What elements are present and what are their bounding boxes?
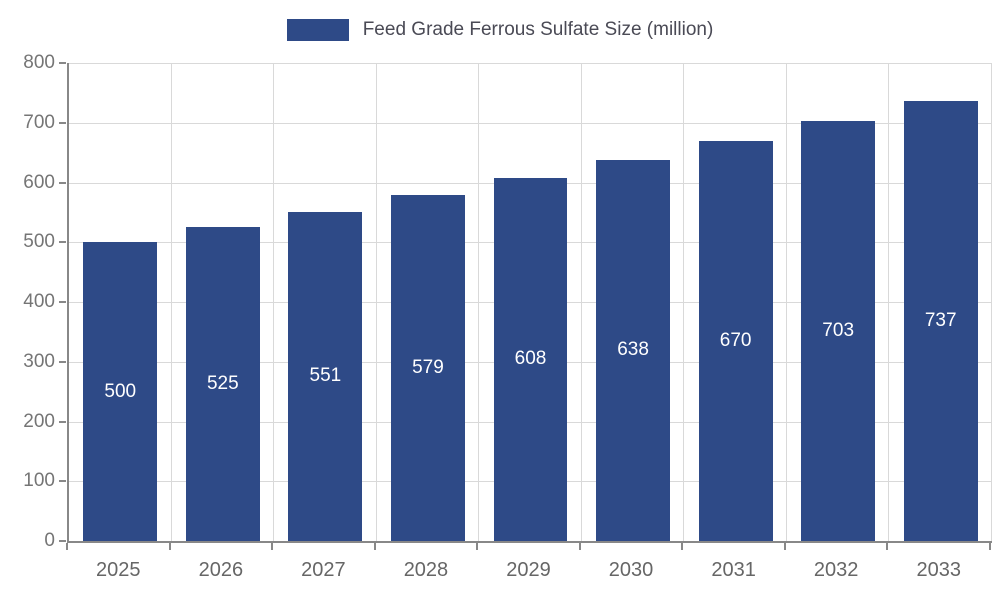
legend-label: Feed Grade Ferrous Sulfate Size (million… — [362, 19, 714, 40]
x-axis-tick-mark — [886, 543, 889, 550]
bar-2027 — [288, 211, 363, 541]
bar-value-label: 670 — [719, 329, 752, 351]
x-axis-tick-mark — [168, 543, 171, 550]
bar-2029 — [493, 177, 568, 541]
y-axis-tick-mark — [59, 62, 66, 64]
y-axis-tick-label: 600 — [23, 171, 55, 193]
x-axis-tick-mark — [271, 543, 274, 550]
x-axis-tick-mark — [783, 543, 786, 550]
x-axis-tick-mark — [476, 543, 479, 550]
bar-value-label: 638 — [617, 339, 649, 361]
horizontal-gridline — [69, 122, 992, 124]
y-axis-tick-mark — [59, 181, 66, 184]
bar-value-label: 525 — [206, 373, 239, 395]
bar-2033 — [903, 100, 978, 541]
y-axis-tick-mark — [59, 360, 66, 363]
bar-value-label: 737 — [924, 309, 957, 331]
bar-2030 — [596, 159, 670, 541]
x-axis-tick-label: 2026 — [198, 559, 244, 581]
x-axis-tick-label: 2033 — [916, 559, 961, 581]
bar-2025 — [83, 242, 158, 541]
vertical-gridline — [888, 63, 890, 541]
y-axis-tick-mark — [59, 540, 66, 542]
x-axis-tick-label: 2032 — [813, 559, 859, 581]
y-axis-tick-label: 100 — [23, 470, 55, 492]
y-axis-tick-mark — [59, 301, 66, 303]
x-axis-tick-label: 2029 — [506, 559, 551, 581]
x-axis-tick-mark — [578, 543, 581, 550]
y-axis-tick-label: 500 — [23, 231, 55, 253]
x-axis-tick-mark — [989, 543, 991, 550]
bar-value-label: 608 — [514, 348, 547, 370]
y-axis-tick-label: 400 — [23, 291, 55, 312]
bar-2032 — [801, 120, 876, 541]
bar-2028 — [391, 195, 465, 541]
y-axis-tick-label: 300 — [23, 350, 55, 372]
vertical-gridline — [170, 63, 172, 541]
y-axis-tick-label: 800 — [23, 52, 55, 73]
y-axis-tick-mark — [59, 480, 66, 483]
chart-legend: Feed Grade Ferrous Sulfate Size (million… — [0, 16, 1000, 44]
bar-2031 — [698, 140, 773, 541]
x-axis-tick-mark — [681, 543, 684, 550]
y-axis-tick-label: 700 — [23, 111, 55, 133]
vertical-gridline — [683, 63, 685, 541]
bar-value-label: 703 — [822, 319, 855, 341]
x-axis-tick-label: 2028 — [403, 559, 449, 581]
bar-2026 — [185, 227, 260, 541]
plot-area: 500 525 551 579 608 638 670 703 737 — [67, 63, 992, 543]
x-axis-tick-label: 2027 — [301, 559, 346, 581]
x-axis-tick-label: 2030 — [608, 559, 654, 581]
vertical-gridline — [375, 63, 377, 541]
x-axis-tick-label: 2031 — [711, 559, 756, 581]
horizontal-gridline — [69, 63, 992, 64]
vertical-gridline — [273, 63, 275, 541]
y-axis-tick-mark — [59, 241, 66, 244]
y-axis-tick-label: 200 — [23, 410, 55, 432]
bar-value-label: 579 — [412, 357, 444, 379]
legend-swatch — [286, 19, 349, 41]
vertical-gridline — [991, 63, 992, 541]
bar-value-label: 551 — [309, 365, 342, 387]
y-axis-tick-mark — [59, 121, 66, 124]
vertical-gridline — [785, 63, 787, 541]
x-axis-tick-mark — [66, 543, 68, 550]
y-axis-tick-mark — [59, 420, 66, 423]
vertical-gridline — [580, 63, 582, 541]
vertical-gridline — [478, 63, 480, 541]
x-axis-tick-label: 2025 — [96, 559, 141, 581]
bar-value-label: 500 — [104, 380, 137, 402]
x-axis-tick-mark — [373, 543, 376, 550]
y-axis-tick-label: 0 — [44, 530, 55, 551]
